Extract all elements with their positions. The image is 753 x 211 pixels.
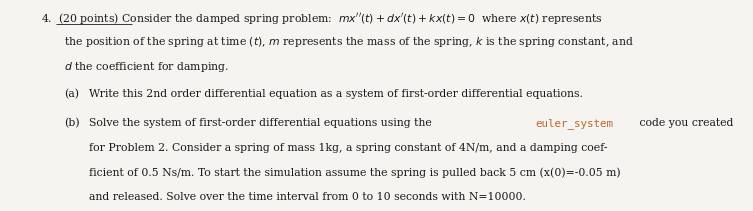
Text: for Problem 2. Consider a spring of mass 1kg, a spring constant of 4N/m, and a d: for Problem 2. Consider a spring of mass… (89, 142, 608, 153)
Text: (a): (a) (64, 89, 79, 99)
Text: $d$ the coefficient for damping.: $d$ the coefficient for damping. (64, 60, 229, 74)
Text: Solve the system of first-order differential equations using the: Solve the system of first-order differen… (89, 118, 435, 128)
Text: ficient of 0.5 Ns/m. To start the simulation assume the spring is pulled back 5 : ficient of 0.5 Ns/m. To start the simula… (89, 167, 620, 178)
Text: the position of the spring at time $(t)$, $m$ represents the mass of the spring,: the position of the spring at time $(t)$… (64, 35, 634, 49)
Text: code you created: code you created (636, 118, 733, 128)
Text: 4.  (20 points) Consider the damped spring problem:  $mx''(t) + dx'(t) + kx(t) =: 4. (20 points) Consider the damped sprin… (41, 11, 603, 26)
Text: Write this 2nd order differential equation as a system of first-order differenti: Write this 2nd order differential equati… (89, 89, 583, 99)
Text: (b): (b) (64, 118, 80, 128)
Text: euler_system: euler_system (535, 118, 614, 128)
Text: and released. Solve over the time interval from 0 to 10 seconds with N=10000.: and released. Solve over the time interv… (89, 192, 526, 202)
